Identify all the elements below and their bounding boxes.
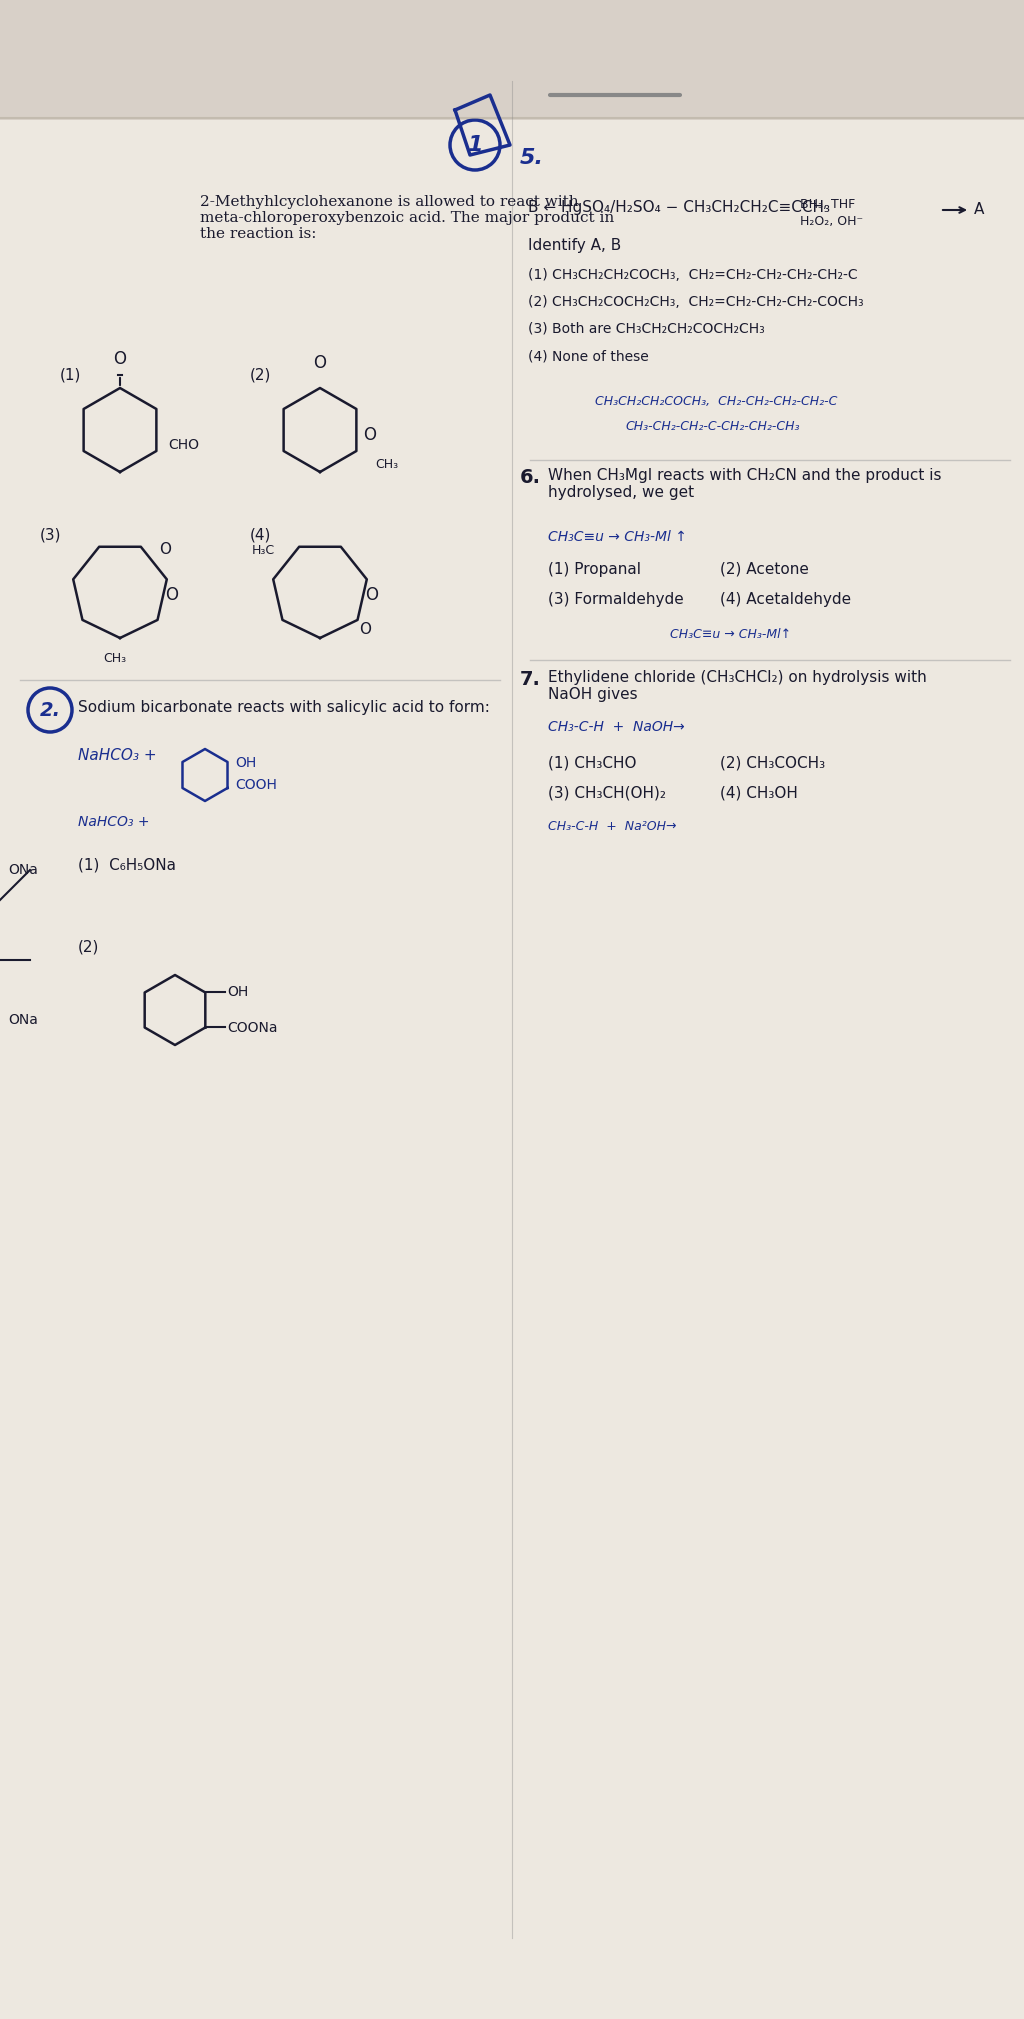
Text: CH₃C≡u → CH₃-Ml↑: CH₃C≡u → CH₃-Ml↑ xyxy=(670,628,792,640)
Text: (2) CH₃CH₂COCH₂CH₃,  CH₂=CH₂-CH₂-CH₂-COCH₃: (2) CH₃CH₂COCH₂CH₃, CH₂=CH₂-CH₂-CH₂-COCH… xyxy=(528,295,863,309)
Text: O: O xyxy=(366,586,379,604)
Text: CH₃: CH₃ xyxy=(103,652,127,664)
Text: OH: OH xyxy=(227,985,249,999)
Text: 6.: 6. xyxy=(520,468,541,487)
Text: (1) CH₃CHO: (1) CH₃CHO xyxy=(548,755,637,769)
Text: O: O xyxy=(159,543,171,557)
Text: (1): (1) xyxy=(60,367,81,382)
Text: (1)  C₆H₅ONa: (1) C₆H₅ONa xyxy=(78,858,176,872)
Text: ONa: ONa xyxy=(8,1014,38,1028)
Text: O: O xyxy=(359,622,371,638)
Text: When CH₃MgI reacts with CH₂CN and the product is
hydrolysed, we get: When CH₃MgI reacts with CH₂CN and the pr… xyxy=(548,468,941,501)
Text: BH₃, THF: BH₃, THF xyxy=(800,198,855,212)
Text: CH₃-C-H  +  Na²OH→: CH₃-C-H + Na²OH→ xyxy=(548,820,677,834)
Text: (3) Formaldehyde: (3) Formaldehyde xyxy=(548,592,684,608)
Text: Sodium bicarbonate reacts with salicylic acid to form:: Sodium bicarbonate reacts with salicylic… xyxy=(78,701,489,715)
Text: CH₃CH₂CH₂COCH₃,  CH₂-CH₂-CH₂-CH₂-C: CH₃CH₂CH₂COCH₃, CH₂-CH₂-CH₂-CH₂-C xyxy=(595,396,838,408)
Text: 2-Methyhlcyclohexanone is allowed to react with
meta-chloroperoxybenzoic acid. T: 2-Methyhlcyclohexanone is allowed to rea… xyxy=(200,196,614,242)
Text: (4) Acetaldehyde: (4) Acetaldehyde xyxy=(720,592,851,608)
Text: (3) Both are CH₃CH₂CH₂COCH₂CH₃: (3) Both are CH₃CH₂CH₂COCH₂CH₃ xyxy=(528,321,765,335)
Text: 7.: 7. xyxy=(520,670,541,688)
Text: CH₃C≡u → CH₃-Ml ↑: CH₃C≡u → CH₃-Ml ↑ xyxy=(548,531,687,543)
Text: NaHCO₃ +: NaHCO₃ + xyxy=(78,816,150,830)
Text: 5.: 5. xyxy=(520,147,544,168)
Text: (3) CH₃CH(OH)₂: (3) CH₃CH(OH)₂ xyxy=(548,785,666,800)
Text: (1) CH₃CH₂CH₂COCH₃,  CH₂=CH₂-CH₂-CH₂-CH₂-C: (1) CH₃CH₂CH₂COCH₃, CH₂=CH₂-CH₂-CH₂-CH₂-… xyxy=(528,269,858,283)
Text: COOH: COOH xyxy=(234,777,276,791)
Text: Identify A, B: Identify A, B xyxy=(528,238,622,252)
Text: (4): (4) xyxy=(250,527,271,543)
Text: (4) CH₃OH: (4) CH₃OH xyxy=(720,785,798,800)
Text: O: O xyxy=(313,353,327,371)
Text: Ethylidene chloride (CH₃CHCl₂) on hydrolysis with
NaOH gives: Ethylidene chloride (CH₃CHCl₂) on hydrol… xyxy=(548,670,927,703)
Text: H₃C: H₃C xyxy=(252,543,275,557)
Text: 1: 1 xyxy=(467,135,482,155)
Text: (2) CH₃COCH₃: (2) CH₃COCH₃ xyxy=(720,755,825,769)
Text: B ← HgSO₄/H₂SO₄ − CH₃CH₂CH₂C≡CCH₃: B ← HgSO₄/H₂SO₄ − CH₃CH₂CH₂C≡CCH₃ xyxy=(528,200,830,214)
FancyBboxPatch shape xyxy=(0,119,1024,2019)
Text: NaHCO₃ +: NaHCO₃ + xyxy=(78,747,157,763)
Text: ONa: ONa xyxy=(8,862,38,876)
Text: O: O xyxy=(364,426,377,444)
Text: O: O xyxy=(166,586,178,604)
Text: (4) None of these: (4) None of these xyxy=(528,349,649,363)
Text: (2) Acetone: (2) Acetone xyxy=(720,561,809,577)
Text: (1) Propanal: (1) Propanal xyxy=(548,561,641,577)
Text: (2): (2) xyxy=(250,367,271,382)
Text: (2): (2) xyxy=(78,941,99,955)
Text: CH₃: CH₃ xyxy=(375,458,398,472)
Text: (3): (3) xyxy=(40,527,61,543)
Text: CH₃-CH₂-CH₂-C-CH₂-CH₂-CH₃: CH₃-CH₂-CH₂-C-CH₂-CH₂-CH₃ xyxy=(625,420,800,432)
FancyBboxPatch shape xyxy=(0,0,1024,119)
Text: H₂O₂, OH⁻: H₂O₂, OH⁻ xyxy=(800,214,863,228)
Text: 2.: 2. xyxy=(40,701,60,719)
Text: COONa: COONa xyxy=(227,1020,278,1034)
Text: OH: OH xyxy=(234,755,256,769)
Text: A: A xyxy=(974,202,984,218)
Text: CHO: CHO xyxy=(168,438,199,452)
Text: O: O xyxy=(114,349,127,367)
Text: CH₃-C-H  +  NaOH→: CH₃-C-H + NaOH→ xyxy=(548,721,685,735)
